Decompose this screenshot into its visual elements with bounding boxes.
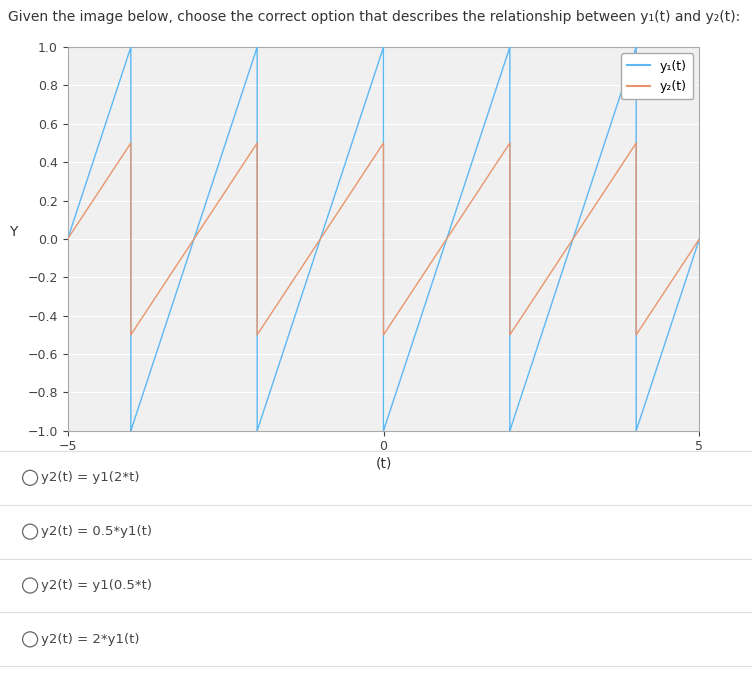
X-axis label: (t): (t) xyxy=(375,456,392,470)
Text: y2(t) = 2*y1(t): y2(t) = 2*y1(t) xyxy=(41,633,140,646)
Text: y2(t) = 0.5*y1(t): y2(t) = 0.5*y1(t) xyxy=(41,525,153,538)
Text: Given the image below, choose the correct option that describes the relationship: Given the image below, choose the correc… xyxy=(8,10,740,24)
Text: y2(t) = y1(0.5*t): y2(t) = y1(0.5*t) xyxy=(41,579,153,592)
Y-axis label: Y: Y xyxy=(9,225,18,239)
Legend: y₁(t), y₂(t): y₁(t), y₂(t) xyxy=(621,53,693,100)
Text: y2(t) = y1(2*t): y2(t) = y1(2*t) xyxy=(41,471,140,485)
